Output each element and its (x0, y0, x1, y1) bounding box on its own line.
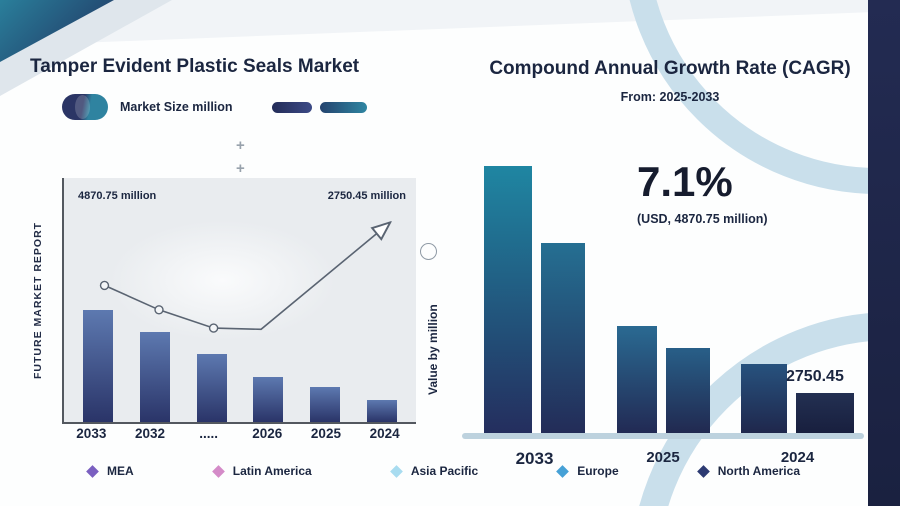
market-bar-2025 (309, 387, 340, 422)
market-bar-2033 (83, 310, 114, 422)
legend-diamond-icon (389, 464, 403, 478)
legend-item-asia-pacific: Asia Pacific (389, 464, 479, 478)
chart-value-label-right: 2750.45 million (327, 190, 406, 202)
series-pill-teal (320, 102, 367, 113)
legend-diamond-icon (86, 464, 99, 478)
legend-label: MEA (107, 464, 134, 478)
cylinder-icon (62, 94, 108, 120)
legend-item-mea: MEA (86, 464, 134, 478)
cagr-x-tick-label: 2024 (780, 449, 815, 466)
cagr-x-tick-label: 2025 (646, 449, 680, 466)
deco-navy-edge-strip (868, 0, 900, 506)
cagr-annotation-value: 2750.45 (786, 368, 844, 385)
cagr-bar (796, 393, 854, 433)
x-tick-label: 2033 (76, 426, 107, 441)
cagr-bar (741, 363, 787, 433)
circle-icon (420, 243, 437, 260)
market-bar-2026 (253, 377, 284, 422)
plus-icon: + (236, 137, 245, 154)
plus-icon: + (236, 160, 245, 177)
y-axis-label: Value by million (426, 304, 440, 396)
cagr-axis-baseline (462, 433, 864, 439)
legend-item-latin-america: Latin America (211, 464, 312, 478)
legend-diamond-icon (696, 464, 710, 478)
legend-label: Asia Pacific (410, 464, 479, 478)
market-size-label: Market Size million (120, 100, 233, 114)
cagr-bar (616, 326, 657, 433)
legend-label: Europe (577, 464, 619, 478)
cagr-bar (541, 243, 585, 433)
cagr-bar-group-2024: 2024 (741, 363, 854, 466)
watermark-vertical-text: FUTURE MARKET REPORT (32, 221, 44, 379)
cagr-bar-group-2025: 2025 (616, 326, 710, 466)
x-tick-label: 2026 (252, 426, 283, 441)
market-bar-..... (196, 353, 227, 422)
chart-value-label-left: 4870.75 million (78, 190, 157, 202)
market-size-legend: Market Size million (62, 94, 233, 120)
cagr-bar-group-2033: 2033 (484, 166, 585, 468)
market-bar-2024 (366, 399, 397, 422)
legend-label: North America (717, 464, 800, 478)
x-tick-label: 2024 (369, 426, 400, 441)
cagr-subtitle: From: 2025-2033 (620, 90, 720, 104)
page-title: Tamper Evident Plastic Seals Market (30, 56, 360, 77)
series-pill-navy (272, 102, 312, 113)
cagr-bar (484, 166, 532, 433)
cagr-title: Compound Annual Growth Rate (CAGR) (489, 58, 851, 79)
legend-item-north-america: North America (696, 464, 800, 478)
legend-item-europe: Europe (556, 464, 619, 478)
x-tick-label: ..... (199, 426, 219, 441)
cagr-detail: (USD, 4870.75 million) (637, 212, 768, 226)
x-tick-label: 2025 (310, 426, 341, 441)
x-tick-label: 2032 (134, 426, 165, 441)
market-size-chart: 4870.75 million 2750.45 million (62, 178, 416, 424)
cagr-chart: 2033 2025 2024 (468, 158, 864, 468)
legend-diamond-icon (556, 464, 570, 478)
cagr-bar (665, 347, 710, 433)
cagr-value: 7.1% (637, 158, 733, 205)
cagr-x-tick-label: 2033 (515, 449, 554, 468)
legend-label: Latin America (232, 464, 312, 478)
market-bar-2032 (139, 332, 170, 422)
region-legend: MEA Latin America Asia Pacific Europe North … (0, 464, 900, 478)
legend-diamond-icon (211, 464, 225, 478)
market-size-x-axis: 2033 2032..... 2026 2025 2024 (62, 426, 414, 441)
market-size-bars (70, 310, 410, 422)
